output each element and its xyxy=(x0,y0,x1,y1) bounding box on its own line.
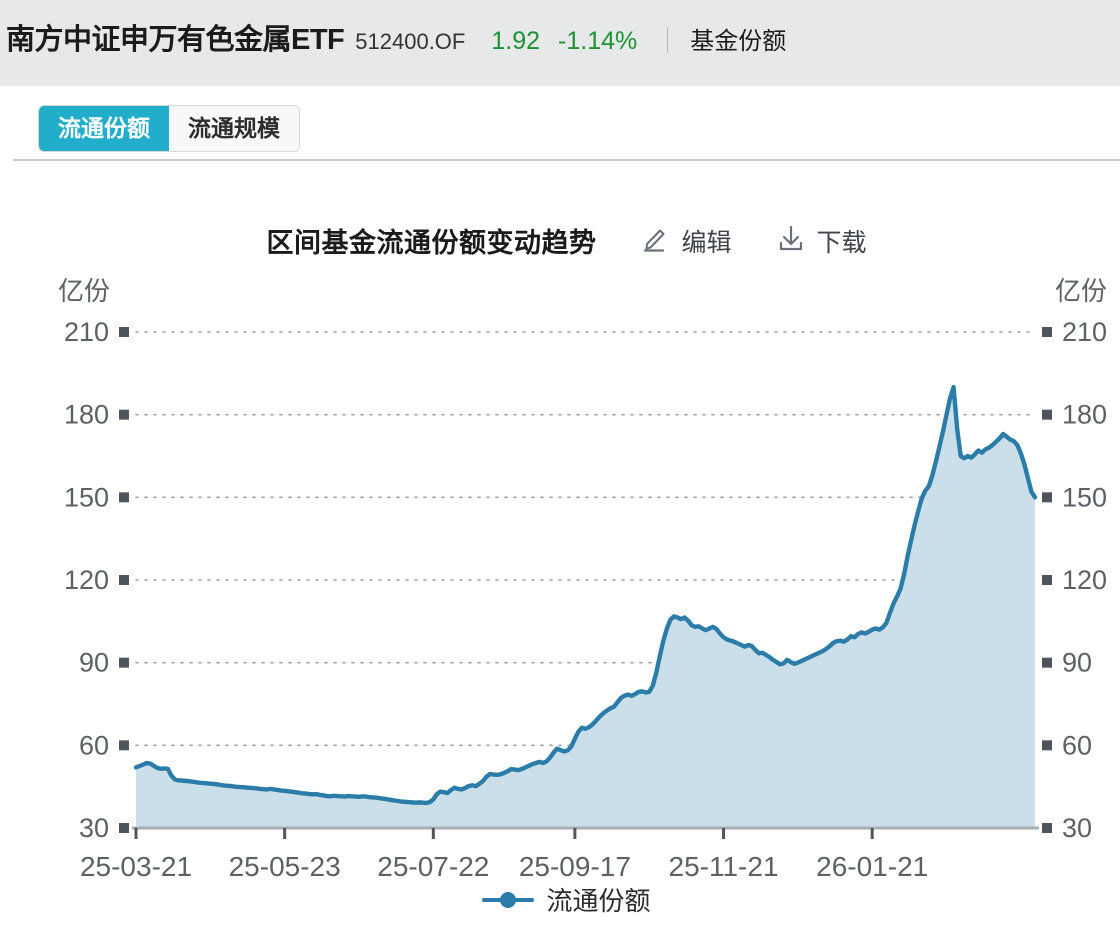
svg-text:60: 60 xyxy=(1062,730,1092,760)
chart-canvas: 30 30 60 60 90 90 120 120 150 150 180 180 210 210 亿份 亿份… xyxy=(13,86,1120,930)
app-header: 南方中证申万有色金属ETF 512400.OF 1.92 -1.14% 基金份额 xyxy=(0,0,1120,86)
svg-text:120: 120 xyxy=(1062,565,1107,595)
svg-text:90: 90 xyxy=(1062,648,1092,678)
chart-legend: 流通份额 xyxy=(13,881,1120,918)
svg-text:210: 210 xyxy=(64,317,109,347)
svg-text:25-05-23: 25-05-23 xyxy=(229,851,341,882)
svg-text:25-09-17: 25-09-17 xyxy=(519,851,631,882)
legend-label: 流通份额 xyxy=(546,886,651,916)
svg-text:亿份: 亿份 xyxy=(1055,276,1107,306)
header-content: 南方中证申万有色金属ETF 512400.OF 1.92 -1.14% 基金份额 xyxy=(0,0,786,58)
legend-marker-icon xyxy=(482,891,535,908)
download-label: 下载 xyxy=(816,228,867,257)
svg-text:90: 90 xyxy=(79,648,109,678)
svg-text:30: 30 xyxy=(1062,813,1092,843)
fund-code: 512400.OF xyxy=(355,29,466,54)
edit-label: 编辑 xyxy=(681,228,732,257)
svg-text:150: 150 xyxy=(1062,482,1107,512)
svg-text:亿份: 亿份 xyxy=(58,276,110,306)
svg-text:25-07-22: 25-07-22 xyxy=(377,851,489,882)
tab-group: 流通份额 流通规模 xyxy=(38,105,300,153)
pencil-icon xyxy=(640,223,670,258)
fund-price: 1.92 xyxy=(491,27,541,55)
svg-text:26-01-21: 26-01-21 xyxy=(816,851,928,882)
download-icon xyxy=(776,223,806,258)
svg-text:30: 30 xyxy=(79,813,109,843)
header-divider xyxy=(667,27,669,53)
svg-text:120: 120 xyxy=(64,565,109,595)
content-card: 流通份额 流通规模 区间基金流通份额变动趋势 编辑 下载 xyxy=(13,86,1120,930)
line-area-chart: 30 30 60 60 90 90 120 120 150 150 180 180 210 210 亿份 亿份… xyxy=(58,276,1107,882)
header-section-label: 基金份额 xyxy=(690,28,787,55)
legend-item-circulating-shares[interactable]: 流通份额 xyxy=(482,881,651,918)
svg-text:25-03-21: 25-03-21 xyxy=(80,851,192,882)
chart-title: 区间基金流通份额变动趋势 xyxy=(266,228,597,258)
fund-change-percent: -1.14% xyxy=(558,27,638,55)
svg-text:180: 180 xyxy=(64,400,109,430)
svg-text:60: 60 xyxy=(79,730,109,760)
fund-name: 南方中证申万有色金属ETF xyxy=(6,24,345,56)
svg-text:210: 210 xyxy=(1062,317,1107,347)
tab-circulating-shares[interactable]: 流通份额 xyxy=(39,106,169,152)
download-button[interactable]: 下载 xyxy=(776,223,867,259)
chart-header: 区间基金流通份额变动趋势 编辑 下载 xyxy=(13,221,1120,260)
svg-text:25-11-21: 25-11-21 xyxy=(669,851,779,882)
edit-button[interactable]: 编辑 xyxy=(640,223,732,259)
tab-underline xyxy=(13,159,1120,161)
svg-text:150: 150 xyxy=(64,482,109,512)
svg-text:180: 180 xyxy=(1062,400,1107,430)
tab-circulating-scale[interactable]: 流通规模 xyxy=(169,106,299,152)
